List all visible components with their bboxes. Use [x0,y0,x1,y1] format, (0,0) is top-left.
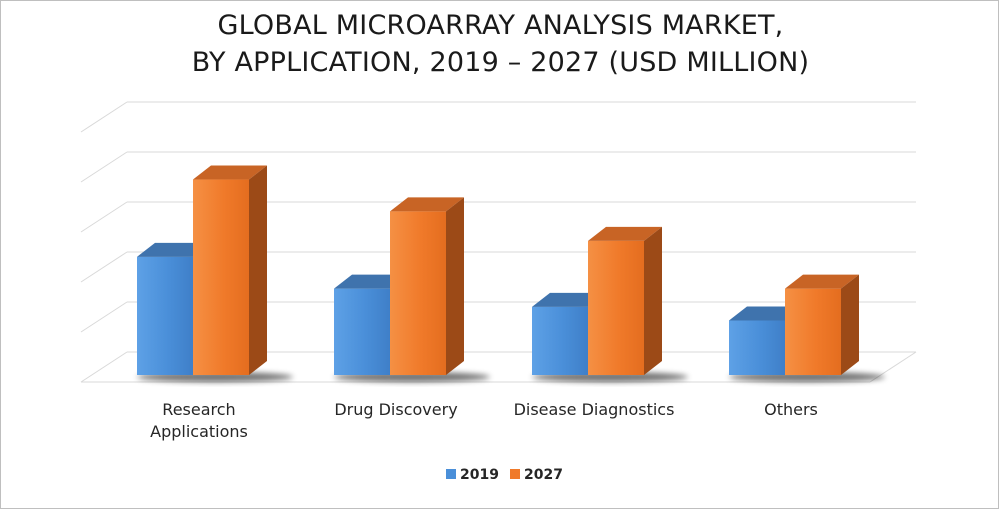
bar-top-2027-1 [390,197,464,212]
bar-top-2019-0 [137,242,211,257]
bar-top-2019-3 [729,306,803,321]
legend-swatch-2027 [510,469,520,479]
legend-label-2027: 2027 [524,467,563,483]
bar-2027-1 [390,211,446,375]
category-label-2: Disease Diagnostics [514,400,675,419]
bar-top-2027-2 [588,226,662,241]
bar-side-2027-1 [446,197,464,375]
bar-2019-1 [334,288,390,375]
category-label-line: Applications [150,422,248,441]
chart-title-line-2: BY APPLICATION, 2019 – 2027 (USD MILLION… [191,47,810,78]
legend: 2019 2027 [446,467,563,483]
category-label-3: Others [764,400,818,419]
gridline-side [80,251,128,283]
category-labels: Research Applications Drug Discovery Diseas… [150,400,818,441]
bar-top-2019-2 [532,292,606,307]
bar-side-2027-2 [644,226,662,375]
bar-2027-2 [588,240,644,375]
bar-2019-0 [137,256,193,375]
bar-2019-2 [532,306,588,375]
legend-label-2019: 2019 [460,467,499,483]
category-label-line: Research [162,400,235,419]
gridline-side [80,151,128,183]
category-label-line: Others [764,400,818,419]
gridline-side [80,201,128,233]
legend-swatch-2019 [446,469,456,479]
bars-layer [137,165,885,382]
bar-2027-0 [193,179,249,375]
gridline-side [80,301,128,333]
bar-top-2027-3 [785,274,859,289]
bar-top-2027-0 [193,165,267,180]
bar-top-2019-1 [334,274,408,289]
bar-2027-3 [785,288,841,375]
category-label-line: Disease Diagnostics [514,400,675,419]
chart-title-line-1: GLOBAL MICROARRAY ANALYSIS MARKET, [217,10,784,41]
bar-side-2027-0 [249,165,267,375]
gridline-side [80,351,128,383]
category-label-1: Drug Discovery [334,400,457,419]
category-label-line: Drug Discovery [334,400,457,419]
gridline-side [80,101,128,133]
bar-side-2027-3 [841,274,859,375]
bar-2019-3 [729,320,785,375]
category-label-0: Research Applications [150,400,248,441]
